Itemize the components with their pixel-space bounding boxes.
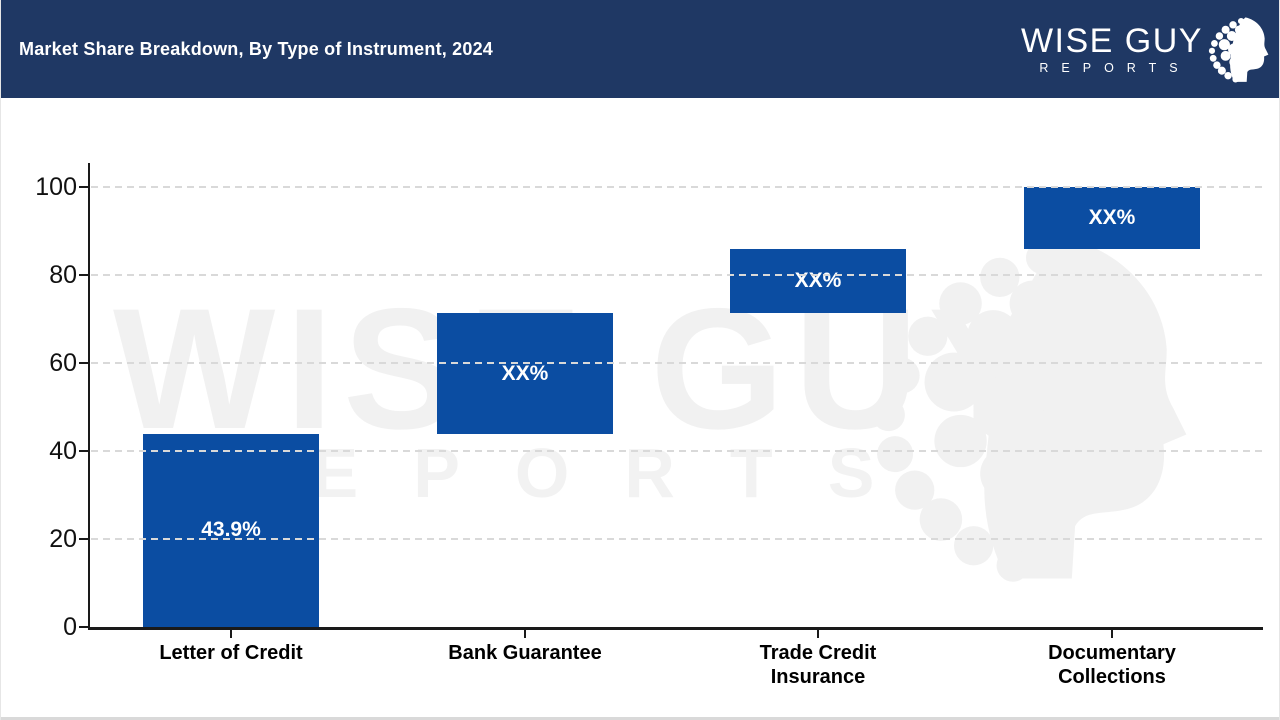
gridline-100 (91, 186, 1263, 188)
logo-subtitle-text: REPORTS (1039, 60, 1191, 75)
chart-area: WISE GUY REPORTS 0 20 40 60 80 100 43.9% XX% XX%… (1, 98, 1279, 720)
x-axis-line (88, 627, 1263, 630)
y-tick-mark (79, 362, 89, 364)
y-tick-mark (79, 274, 89, 276)
x-tick-mark (817, 630, 819, 638)
x-category-label: Documentary Collections (1048, 642, 1176, 688)
y-tick-label: 60 (49, 349, 77, 377)
y-tick-mark (79, 186, 89, 188)
bar-value-label: XX% (1088, 206, 1136, 230)
bar-value-label: 43.9% (201, 518, 261, 542)
y-tick-mark (79, 450, 89, 452)
y-tick-label: 0 (63, 613, 77, 641)
y-tick-mark (79, 626, 89, 628)
gridline-40 (91, 450, 1263, 452)
x-category-label: Bank Guarantee (448, 642, 602, 664)
bar-3: XX% (730, 249, 906, 314)
logo-head-icon (1208, 17, 1269, 83)
x-tick-mark (230, 630, 232, 638)
x-category-label: Letter of Credit (159, 642, 303, 664)
x-tick-mark (1111, 630, 1113, 638)
header-bar: Market Share Breakdown, By Type of Instr… (1, 0, 1279, 98)
logo-wordmark: WISE GUY REPORTS (1021, 24, 1203, 75)
gridline-20 (91, 538, 1263, 540)
bar-2: XX% (437, 313, 613, 434)
gridline-60 (91, 362, 1263, 364)
y-tick-label: 80 (49, 261, 77, 289)
bar-4: XX% (1024, 187, 1200, 250)
y-tick-label: 100 (35, 173, 77, 201)
x-tick-mark (524, 630, 526, 638)
y-tick-label: 40 (49, 437, 77, 465)
y-axis-line (88, 163, 90, 629)
bottom-border (1, 717, 1279, 720)
brand-logo: WISE GUY REPORTS (1021, 7, 1269, 91)
logo-title-text: WISE GUY (1020, 21, 1203, 60)
bar-value-label: XX% (794, 269, 842, 293)
x-category-label: Trade Credit Insurance (759, 642, 877, 688)
y-tick-label: 20 (49, 525, 77, 553)
page-title: Market Share Breakdown, By Type of Instr… (19, 38, 494, 59)
bar-value-label: XX% (501, 361, 549, 385)
bar-1: 43.9% (143, 433, 319, 627)
y-tick-mark (79, 538, 89, 540)
gridline-80 (91, 274, 1263, 276)
